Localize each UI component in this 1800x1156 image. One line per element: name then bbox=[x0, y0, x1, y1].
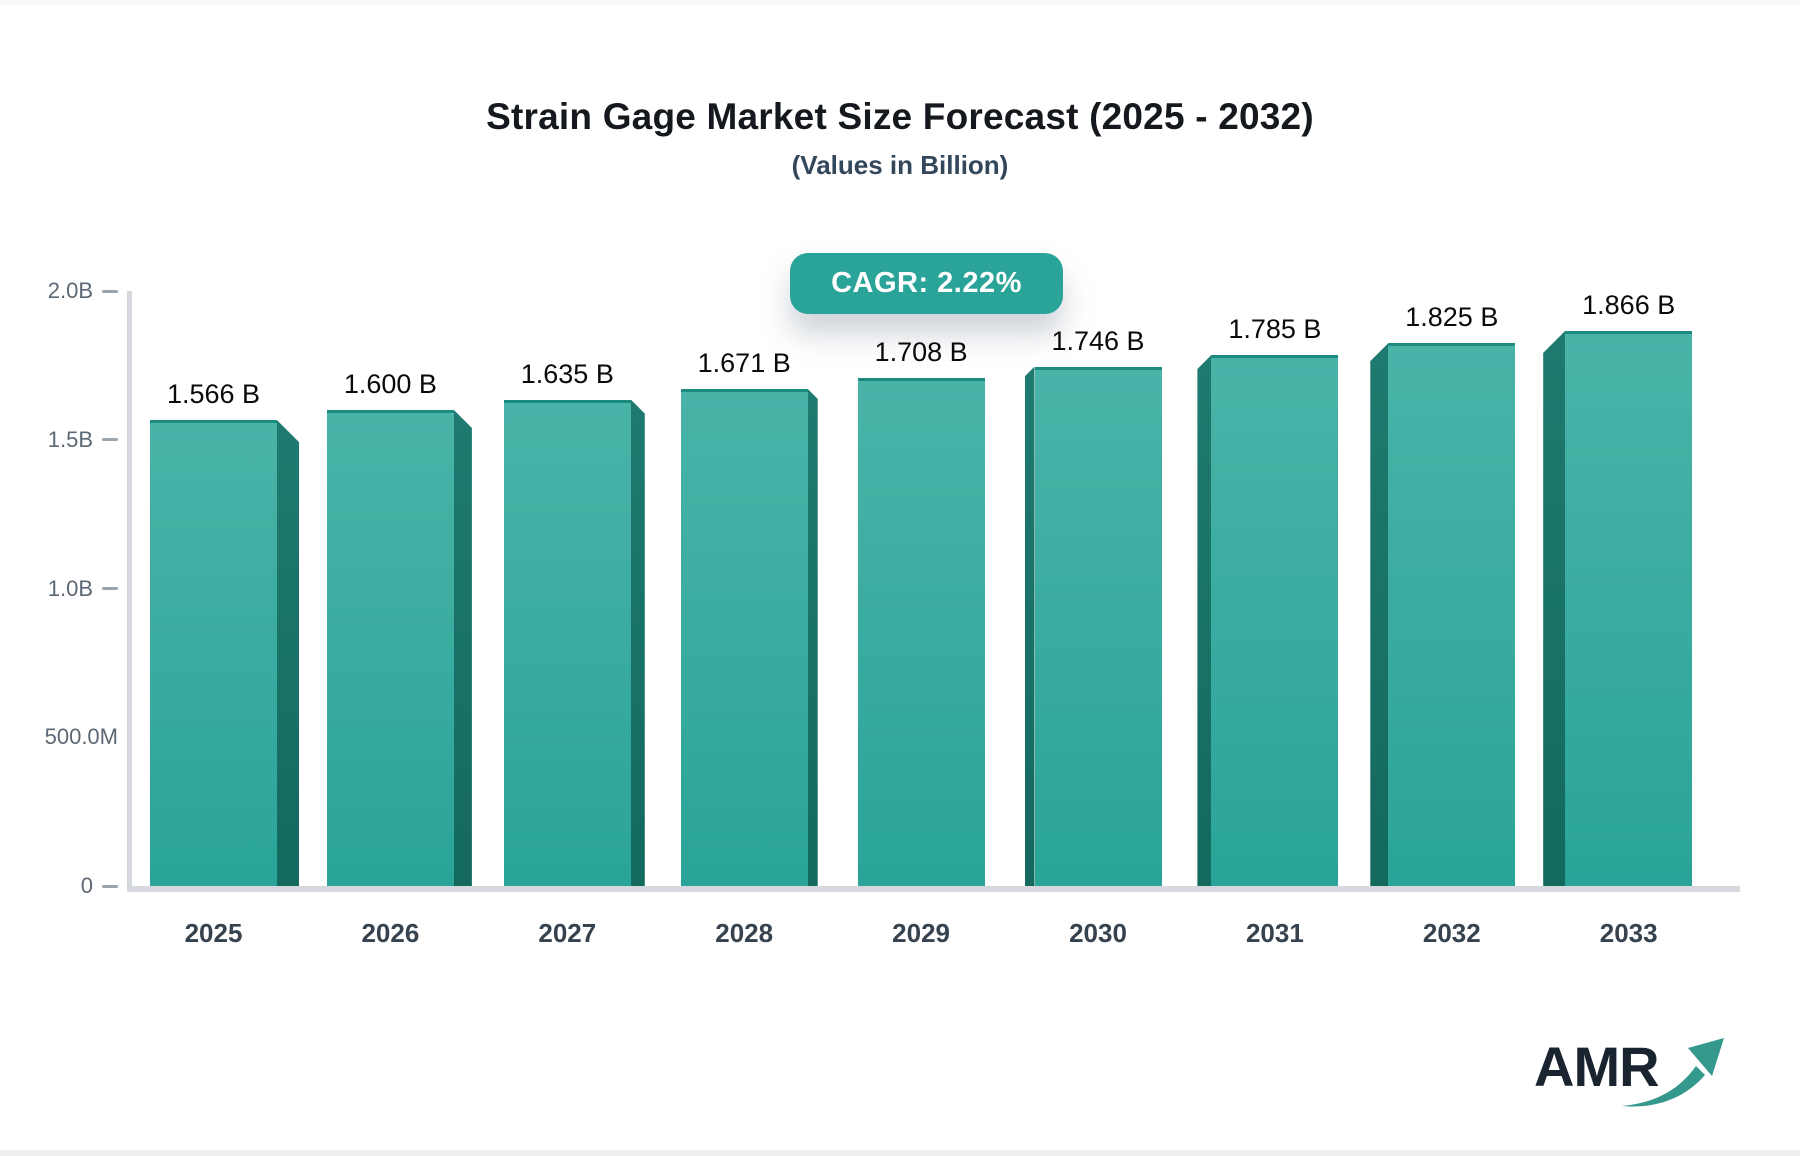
y-tick-label: 1.0B bbox=[47, 575, 93, 601]
bar-value-label-2030: 1.746 B bbox=[1051, 325, 1145, 356]
brand-logo-text: AMR bbox=[1534, 1035, 1660, 1098]
bar-2032 bbox=[1388, 343, 1516, 886]
x-tick-label-2030: 2030 bbox=[1069, 918, 1127, 948]
top-edge-strip bbox=[0, 0, 1800, 5]
bar-value-label-2029: 1.708 B bbox=[874, 336, 968, 367]
x-tick-label-2026: 2026 bbox=[361, 918, 420, 948]
bar-2025 bbox=[150, 420, 277, 886]
bar-value-label-2025: 1.566 B bbox=[166, 379, 261, 410]
bar-3d-side-2028 bbox=[807, 388, 818, 886]
cagr-badge-label: CAGR: 2.22% bbox=[831, 267, 1022, 299]
bar-3d-side-2026 bbox=[453, 410, 472, 886]
x-axis-line bbox=[127, 886, 1740, 892]
bar-2031 bbox=[1211, 354, 1339, 886]
bar-value-label-2033: 1.866 B bbox=[1582, 289, 1676, 320]
cagr-badge: CAGR: 2.22% bbox=[790, 253, 1063, 314]
bar-top-edge bbox=[326, 410, 454, 413]
bar-value-label-2027: 1.635 B bbox=[520, 358, 614, 389]
bar-3d-side-2031 bbox=[1197, 354, 1212, 886]
bar-top-edge bbox=[1388, 343, 1516, 347]
bar-top-edge bbox=[1565, 330, 1693, 334]
x-tick-label-2029: 2029 bbox=[892, 918, 951, 948]
y-axis-tick: 1.0B bbox=[0, 575, 118, 603]
y-tick-dash bbox=[102, 438, 118, 442]
x-tick-label-2025: 2025 bbox=[184, 918, 243, 948]
bar-2027 bbox=[503, 399, 631, 886]
bar-top-edge bbox=[1034, 366, 1162, 370]
bar-2026 bbox=[326, 410, 454, 886]
y-axis-tick: 500.0M bbox=[0, 723, 118, 751]
bar-top-edge bbox=[857, 377, 985, 381]
bar-3d-side-2032 bbox=[1370, 343, 1389, 886]
y-axis-tick: 2.0B bbox=[0, 277, 118, 305]
brand-logo: AMR bbox=[1528, 1030, 1728, 1122]
y-tick-dash bbox=[102, 884, 118, 888]
x-tick-label-2027: 2027 bbox=[538, 918, 597, 948]
bar-top-edge bbox=[680, 388, 808, 392]
growth-arrow-icon bbox=[1622, 1038, 1724, 1107]
x-tick-label-2028: 2028 bbox=[715, 918, 774, 948]
y-tick-label: 0 bbox=[80, 873, 93, 898]
y-axis-line bbox=[127, 291, 132, 892]
bar-value-label-2028: 1.671 B bbox=[697, 347, 791, 378]
bar-top-edge bbox=[503, 399, 631, 403]
y-axis-tick: 1.5B bbox=[0, 426, 118, 454]
bar-top-edge bbox=[1211, 354, 1339, 358]
y-tick-label: 1.5B bbox=[47, 426, 93, 452]
bar-2028 bbox=[680, 388, 808, 886]
x-tick-label-2033: 2033 bbox=[1599, 918, 1658, 948]
bar-value-label-2031: 1.785 B bbox=[1228, 313, 1322, 344]
bar-value-label-2026: 1.600 B bbox=[343, 369, 437, 399]
y-tick-dash bbox=[102, 289, 118, 293]
y-tick-dash bbox=[102, 587, 118, 590]
bar-3d-side-2025 bbox=[277, 420, 299, 886]
bar-2030 bbox=[1034, 366, 1162, 886]
bar-3d-side-2027 bbox=[630, 399, 645, 886]
y-tick-label: 2.0B bbox=[47, 278, 93, 303]
chart-subtitle: (Values in Billion) bbox=[791, 150, 1009, 180]
y-tick-label: 500.0M bbox=[44, 724, 118, 750]
bar-top-edge bbox=[150, 420, 277, 424]
y-axis-tick: 0 bbox=[0, 872, 118, 900]
bar-2029 bbox=[857, 377, 985, 886]
bar-3d-side-2033 bbox=[1543, 330, 1566, 886]
bar-value-label-2032: 1.825 B bbox=[1405, 302, 1499, 333]
chart-title: Strain Gage Market Size Forecast (2025 -… bbox=[486, 96, 1314, 137]
x-tick-label-2032: 2032 bbox=[1422, 918, 1481, 948]
bottom-edge-strip bbox=[0, 1150, 1800, 1156]
x-tick-label-2031: 2031 bbox=[1245, 918, 1304, 948]
bar-2033 bbox=[1565, 330, 1693, 886]
bar-3d-side-2030 bbox=[1024, 366, 1035, 886]
